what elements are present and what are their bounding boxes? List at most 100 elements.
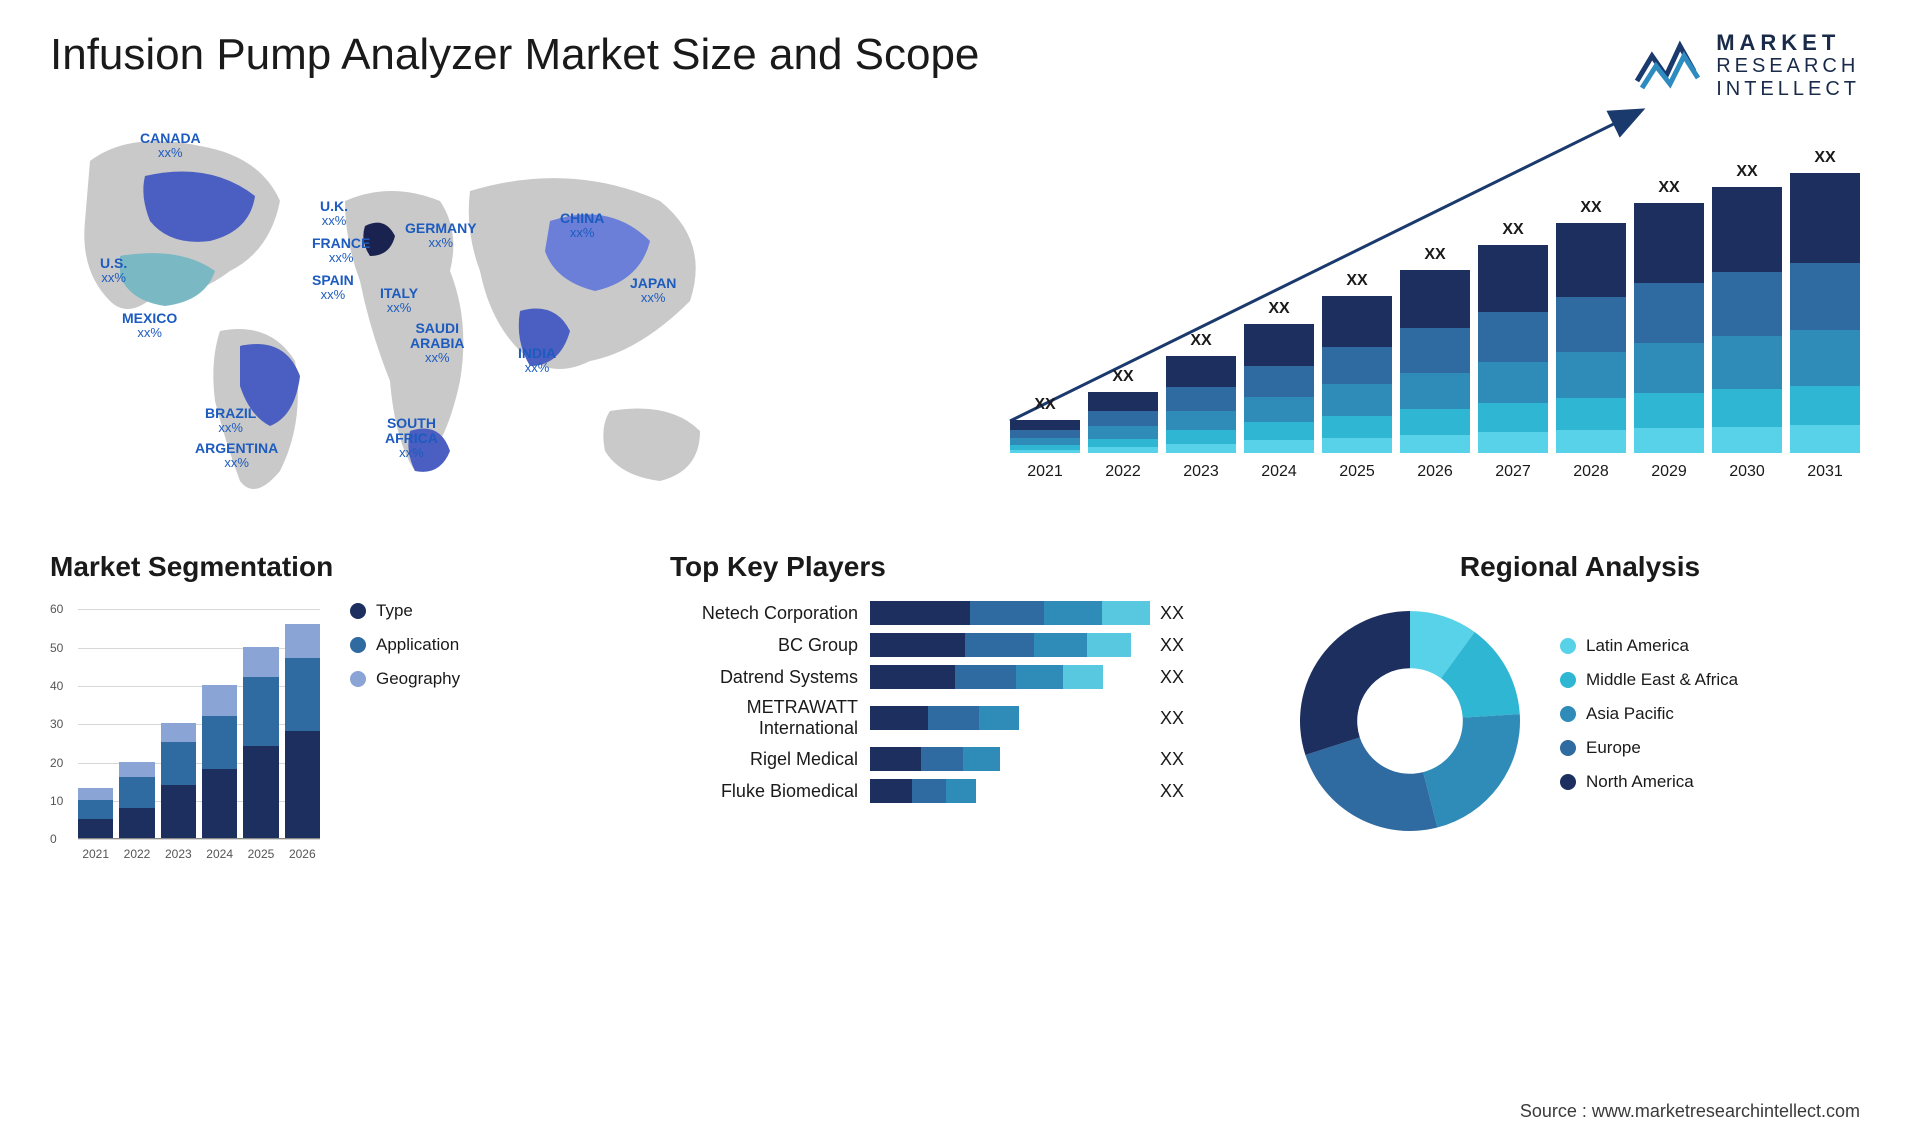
forecast-bar-value: XX <box>1424 246 1445 264</box>
source-footer: Source : www.marketresearchintellect.com <box>1520 1101 1860 1122</box>
legend-label: Latin America <box>1586 636 1689 656</box>
key-player-name: BC Group <box>670 635 870 656</box>
key-player-value: XX <box>1150 667 1200 688</box>
forecast-bar: XX <box>1634 179 1704 453</box>
seg-bar <box>243 647 278 839</box>
legend-label: Application <box>376 635 459 655</box>
map-country-label: SOUTHAFRICAxx% <box>385 416 438 459</box>
map-country-label: CANADAxx% <box>140 131 201 159</box>
seg-year-label: 2025 <box>243 847 278 861</box>
map-country-label: ARGENTINAxx% <box>195 441 278 469</box>
key-player-bar <box>870 779 976 803</box>
forecast-bar: XX <box>1088 368 1158 454</box>
forecast-year-label: 2027 <box>1478 463 1548 481</box>
seg-year-label: 2023 <box>161 847 196 861</box>
key-player-row: METRAWATT InternationalXX <box>670 697 1250 739</box>
legend-swatch <box>350 603 366 619</box>
map-country-label: JAPANxx% <box>630 276 676 304</box>
regional-legend-item: Europe <box>1560 738 1738 758</box>
key-player-value: XX <box>1150 781 1200 802</box>
forecast-bar: XX <box>1712 163 1782 453</box>
forecast-bar: XX <box>1400 246 1470 454</box>
forecast-bar: XX <box>1010 396 1080 454</box>
key-player-name: Datrend Systems <box>670 667 870 688</box>
map-country-label: FRANCExx% <box>312 236 370 264</box>
key-players-panel: Top Key Players Netech CorporationXXBC G… <box>670 551 1250 861</box>
key-players-title: Top Key Players <box>670 551 1250 583</box>
legend-swatch <box>350 671 366 687</box>
regional-legend-item: Latin America <box>1560 636 1738 656</box>
forecast-chart-panel: XX XX XX XX XX XX XX XX XX XX XX 2021 2022 2023 2024 2… <box>980 121 1870 521</box>
key-player-name: Netech Corporation <box>670 603 870 624</box>
forecast-year-label: 2024 <box>1244 463 1314 481</box>
forecast-bar: XX <box>1556 199 1626 453</box>
seg-bar <box>119 762 154 839</box>
key-player-row: BC Group XX <box>670 633 1250 657</box>
regional-title: Regional Analysis <box>1290 551 1870 583</box>
key-player-row: Fluke Biomedical XX <box>670 779 1250 803</box>
seg-year-label: 2021 <box>78 847 113 861</box>
forecast-bar: XX <box>1790 149 1860 453</box>
logo-text-1: MARKET <box>1716 30 1860 55</box>
seg-ytick: 40 <box>50 679 63 693</box>
page-title: Infusion Pump Analyzer Market Size and S… <box>50 30 979 80</box>
forecast-bar: XX <box>1166 332 1236 453</box>
map-country-label: SAUDIARABIAxx% <box>410 321 464 364</box>
legend-label: Geography <box>376 669 460 689</box>
seg-year-label: 2026 <box>285 847 320 861</box>
seg-bar <box>285 624 320 839</box>
forecast-bar-value: XX <box>1580 199 1601 217</box>
key-player-value: XX <box>1150 603 1200 624</box>
seg-legend-item: Application <box>350 635 460 655</box>
map-country-label: INDIAxx% <box>518 346 556 374</box>
forecast-bar-value: XX <box>1814 149 1835 167</box>
forecast-bar-value: XX <box>1034 396 1055 414</box>
legend-label: Asia Pacific <box>1586 704 1674 724</box>
forecast-bar: XX <box>1322 272 1392 453</box>
forecast-year-label: 2029 <box>1634 463 1704 481</box>
forecast-bar: XX <box>1244 300 1314 453</box>
seg-ytick: 30 <box>50 717 63 731</box>
seg-bar <box>202 685 237 838</box>
forecast-year-label: 2028 <box>1556 463 1626 481</box>
key-player-row: Datrend Systems XX <box>670 665 1250 689</box>
forecast-bar-value: XX <box>1190 332 1211 350</box>
legend-label: North America <box>1586 772 1694 792</box>
forecast-year-label: 2022 <box>1088 463 1158 481</box>
map-country-label: MEXICOxx% <box>122 311 177 339</box>
legend-label: Middle East & Africa <box>1586 670 1738 690</box>
donut-slice <box>1423 714 1520 827</box>
key-player-bar <box>870 706 1019 730</box>
forecast-year-label: 2025 <box>1322 463 1392 481</box>
key-player-bar <box>870 633 1131 657</box>
map-country-label: GERMANYxx% <box>405 221 477 249</box>
map-country-label: SPAINxx% <box>312 273 354 301</box>
segmentation-legend: TypeApplicationGeography <box>350 601 460 861</box>
legend-swatch <box>350 637 366 653</box>
key-player-bar <box>870 665 1104 689</box>
forecast-bar-value: XX <box>1502 221 1523 239</box>
legend-swatch <box>1560 774 1576 790</box>
seg-ytick: 10 <box>50 794 63 808</box>
map-country-label: U.S.xx% <box>100 256 127 284</box>
legend-swatch <box>1560 740 1576 756</box>
forecast-bar-value: XX <box>1346 272 1367 290</box>
key-player-value: XX <box>1150 635 1200 656</box>
map-country-label: ITALYxx% <box>380 286 418 314</box>
forecast-year-label: 2021 <box>1010 463 1080 481</box>
seg-year-label: 2022 <box>119 847 154 861</box>
segmentation-chart: 0102030405060 202120222023202420252026 <box>50 601 320 861</box>
forecast-bar-value: XX <box>1658 179 1679 197</box>
forecast-year-label: 2023 <box>1166 463 1236 481</box>
key-player-value: XX <box>1150 749 1200 770</box>
key-player-row: Rigel MedicalXX <box>670 747 1250 771</box>
key-player-row: Netech Corporation XX <box>670 601 1250 625</box>
legend-label: Europe <box>1586 738 1641 758</box>
seg-ytick: 20 <box>50 756 63 770</box>
world-map-panel: CANADAxx%U.S.xx%MEXICOxx%BRAZILxx%ARGENT… <box>50 121 940 521</box>
forecast-bar: XX <box>1478 221 1548 453</box>
map-country-label: U.K.xx% <box>320 199 348 227</box>
forecast-trend-arrow <box>1010 121 1670 171</box>
key-player-name: Fluke Biomedical <box>670 781 870 802</box>
key-player-name: METRAWATT International <box>670 697 870 739</box>
